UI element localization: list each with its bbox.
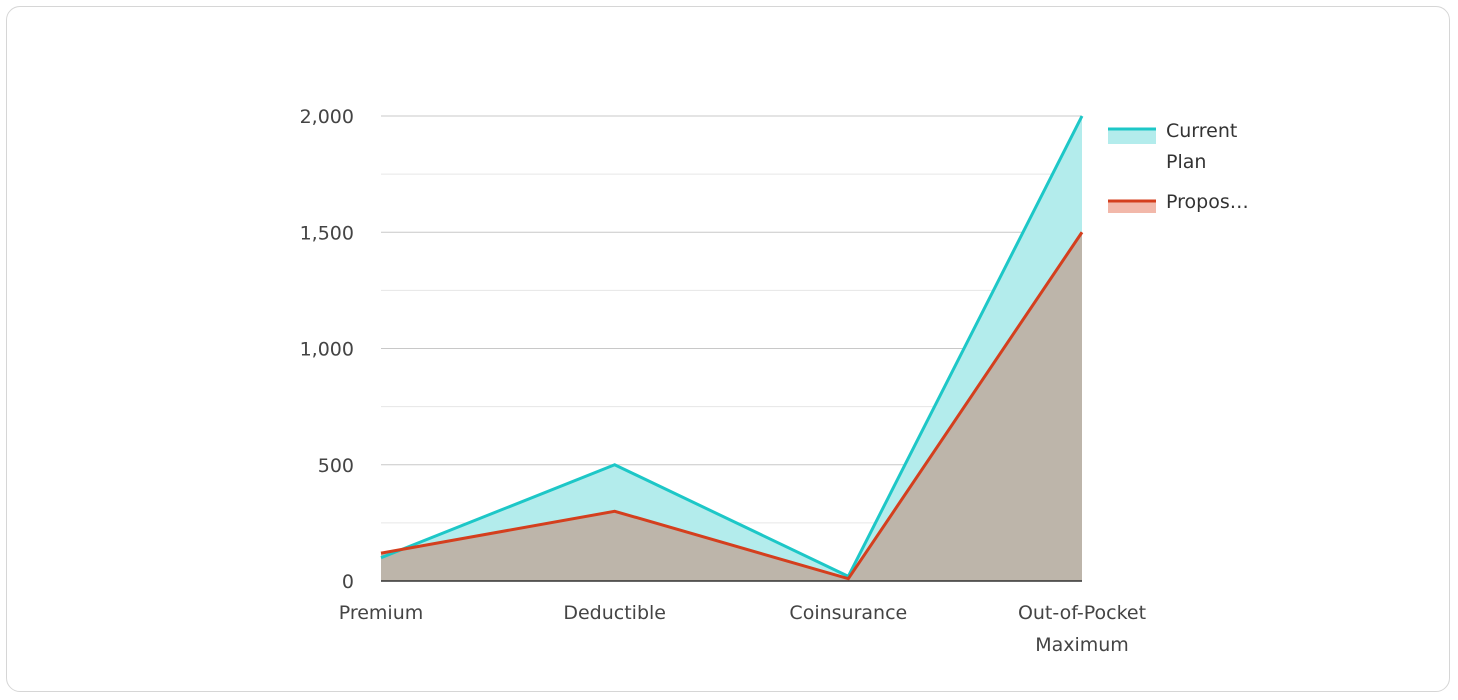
legend: Current Plan Propos… — [1108, 120, 1249, 213]
y-tick-label: 1,000 — [300, 339, 354, 361]
axes: 0 500 1,000 1,500 2,000 Premium Deductible Coin… — [300, 106, 1146, 656]
line-current-plan — [380, 115, 1084, 579]
legend-label-proposed: Propos… — [1166, 191, 1249, 213]
y-tick-label: 0 — [342, 571, 354, 593]
legend-label-current-plan: Current Plan — [1166, 120, 1237, 173]
area-current-plan — [381, 116, 1082, 581]
x-tick-label: Coinsurance — [789, 602, 907, 624]
x-tick-label: Out-of-Pocket Maximum — [1018, 602, 1146, 656]
series-lines — [380, 115, 1084, 581]
x-tick-label: Deductible — [563, 602, 666, 624]
y-tick-label: 2,000 — [300, 106, 354, 128]
y-tick-label: 1,500 — [300, 222, 354, 244]
line-proposed — [380, 231, 1084, 581]
legend-swatch-proposed — [1108, 201, 1156, 213]
x-tick-label: Premium — [339, 602, 424, 624]
y-tick-label: 500 — [318, 455, 354, 477]
legend-swatch-current-plan — [1108, 130, 1156, 144]
